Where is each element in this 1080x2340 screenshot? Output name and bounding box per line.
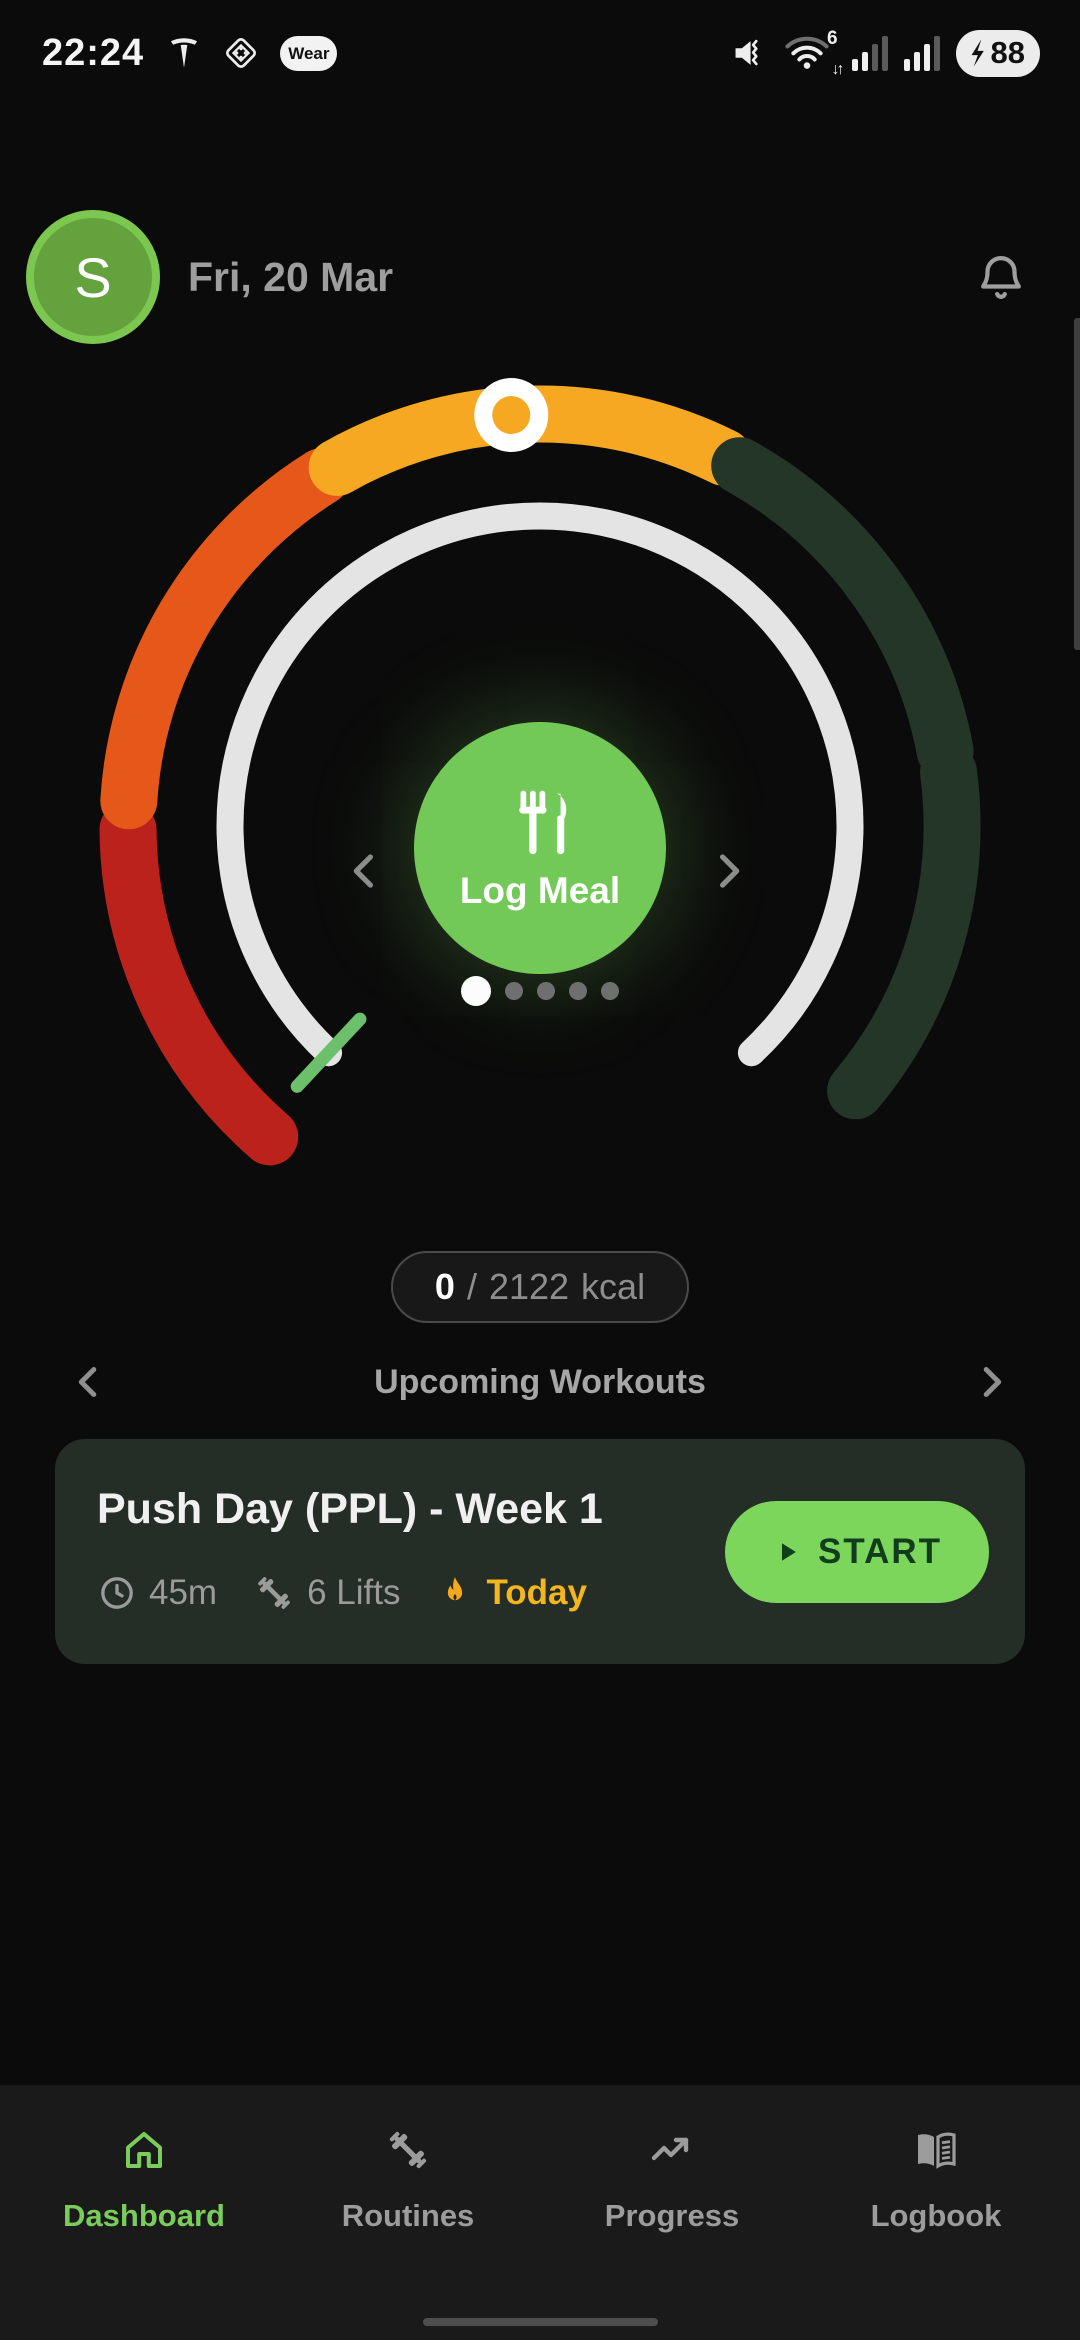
gauge-next-action-chevron[interactable] (702, 845, 754, 897)
charging-bolt-icon (971, 39, 984, 67)
signal-strength-icon-sim1 (851, 35, 888, 71)
gauge-progress-tick (290, 1012, 367, 1093)
header-date: Fri, 20 Mar (188, 253, 394, 300)
utensils-icon (502, 784, 578, 860)
carousel-dot-4[interactable] (569, 982, 587, 1000)
battery-percent: 88 (990, 35, 1025, 70)
workout-exercise-count-label: 6 Lifts (307, 1573, 401, 1612)
avatar-initial: S (74, 245, 112, 309)
battery-indicator: 88 (955, 29, 1040, 77)
workout-duration: 45m (97, 1573, 217, 1613)
gauge-track-arc (216, 502, 864, 1067)
wifi-standard-label: 6 (826, 28, 838, 49)
carousel-dot-5[interactable] (601, 982, 619, 1000)
nav-item-progress[interactable]: Progress (540, 2125, 804, 2235)
wear-os-notification-icon: Wear (280, 35, 338, 71)
home-icon (126, 2132, 162, 2168)
status-bar: 22:24 Wear (0, 0, 1080, 92)
workout-card[interactable]: Push Day (PPL) - Week 1 45m 6 Lifts (55, 1439, 1025, 1664)
profile-avatar[interactable]: S (26, 210, 160, 344)
gauge-segment-dark-green-1 (711, 437, 974, 780)
nav-label-dashboard: Dashboard (63, 2198, 225, 2233)
upcoming-prev-chevron[interactable] (66, 1359, 112, 1405)
calories-separator: / (466, 1266, 477, 1307)
dumbbell-icon (258, 1577, 290, 1609)
nav-item-dashboard[interactable]: Dashboard (12, 2125, 276, 2235)
log-meal-button[interactable]: Log Meal (414, 722, 666, 974)
gauge-prev-action-chevron[interactable] (339, 845, 391, 897)
nav-label-logbook: Logbook (870, 2198, 1002, 2233)
diamond-app-notification-icon (222, 34, 260, 72)
trending-up-icon (651, 2137, 689, 2161)
workout-schedule-label: Today (486, 1573, 587, 1612)
dumbbell-icon (389, 2131, 427, 2169)
carousel-dot-3[interactable] (537, 982, 555, 1000)
workout-meta-row: 45m 6 Lifts Today (97, 1572, 983, 1614)
calories-unit: kcal (581, 1266, 646, 1307)
home-header: S Fri, 20 Mar (26, 210, 1028, 344)
content-spacer (0, 1664, 1080, 2085)
gauge-knob-center (492, 396, 531, 435)
log-meal-label: Log Meal (459, 870, 621, 911)
sound-muted-icon (730, 34, 768, 72)
gauge-segment-orange-red (100, 448, 351, 830)
clock-icon (101, 1577, 133, 1609)
wifi-traffic-arrows-icon: ↓↑ (831, 61, 845, 78)
calorie-gauge: Log Meal (0, 356, 1080, 1271)
wifi-6-icon: 6 ↓↑ (784, 28, 845, 78)
calories-target: 2122 (488, 1266, 570, 1307)
calories-consumed: 0 (434, 1266, 455, 1307)
nav-label-progress: Progress (604, 2198, 740, 2233)
home-indicator-bar[interactable] (422, 2318, 658, 2326)
workout-schedule: Today (436, 1573, 587, 1613)
workout-exercise-count: 6 Lifts (253, 1572, 400, 1614)
nav-item-routines[interactable]: Routines (276, 2125, 540, 2235)
nav-label-routines: Routines (341, 2198, 475, 2233)
bottom-navigation-bar: Dashboard Routines Progress (0, 2085, 1080, 2340)
flame-icon (448, 1577, 463, 1601)
notifications-bell-icon[interactable] (974, 250, 1028, 304)
carousel-dot-2[interactable] (505, 982, 523, 1000)
start-workout-button[interactable]: START (725, 1500, 989, 1603)
upcoming-next-chevron[interactable] (968, 1359, 1014, 1405)
gauge-dial (99, 378, 981, 1166)
upcoming-workouts-header: Upcoming Workouts (0, 1359, 1080, 1405)
notification-icons: Wear (166, 34, 338, 72)
signal-strength-icon-sim2 (903, 35, 940, 71)
system-status-icons: 6 ↓↑ 88 (730, 28, 1040, 78)
calorie-summary-pill: 0 / 2122 kcal (390, 1251, 690, 1323)
status-time: 22:24 (42, 31, 145, 74)
book-icon (918, 2132, 956, 2169)
carousel-dot-1[interactable] (461, 976, 491, 1006)
tesla-notification-icon (166, 35, 202, 71)
gauge-segment-red (99, 801, 299, 1166)
nav-item-logbook[interactable]: Logbook (804, 2125, 1068, 2235)
start-workout-label: START (817, 1531, 943, 1571)
action-carousel-dots (0, 974, 1080, 1008)
gauge-segment-dark-green-2 (827, 743, 981, 1120)
upcoming-workouts-title: Upcoming Workouts (374, 1362, 706, 1401)
workout-title: Push Day (PPL) - Week 1 (97, 1485, 603, 1533)
play-icon (781, 1542, 796, 1561)
bottom-nav-items: Dashboard Routines Progress (0, 2085, 1080, 2235)
workout-duration-label: 45m (149, 1573, 218, 1612)
scrollbar-thumb[interactable] (1074, 318, 1080, 650)
